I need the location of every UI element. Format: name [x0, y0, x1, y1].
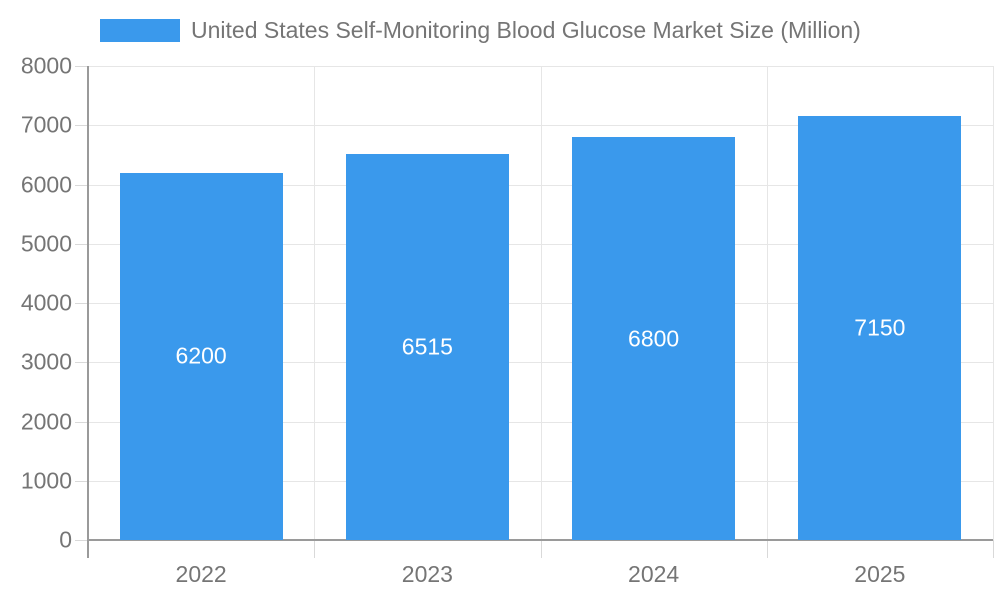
x-axis-tick — [766, 540, 768, 558]
y-axis-tick — [75, 66, 88, 67]
y-axis-tick-label: 8000 — [20, 52, 72, 79]
y-axis-tick — [75, 540, 88, 541]
bar-2022[interactable] — [119, 172, 283, 540]
bar-value-label: 6515 — [401, 333, 453, 360]
y-axis-tick — [75, 480, 88, 482]
bar-2025[interactable] — [798, 116, 962, 540]
y-axis-tick-label: 4000 — [20, 289, 72, 316]
y-axis-tick — [75, 421, 88, 423]
y-axis-tick-label: 3000 — [20, 348, 72, 375]
y-axis-line — [87, 66, 89, 558]
y-axis-tick-label: 7000 — [20, 111, 72, 138]
x-axis-tick — [993, 540, 994, 558]
legend-label: United States Self-Monitoring Blood Gluc… — [191, 17, 861, 43]
x-axis-line — [87, 539, 993, 541]
x-axis-tick-label: 2022 — [175, 561, 227, 587]
bar-2024[interactable] — [572, 137, 736, 540]
x-axis-tick — [540, 540, 542, 558]
v-gridline — [993, 66, 994, 540]
bar-value-label: 7150 — [854, 314, 906, 341]
x-axis-tick-label: 2024 — [628, 561, 680, 587]
y-axis-tick — [75, 362, 88, 364]
y-axis-tick-label: 2000 — [20, 408, 72, 434]
v-gridline — [314, 66, 316, 540]
y-axis-tick-label: 0 — [59, 526, 72, 553]
v-gridline — [540, 66, 542, 540]
bar-value-label: 6200 — [175, 342, 227, 369]
bar-2023[interactable] — [345, 153, 509, 540]
x-axis-tick-label: 2025 — [854, 561, 906, 587]
y-axis-tick — [75, 184, 88, 186]
bar-value-label: 6800 — [628, 325, 680, 352]
y-axis-tick — [75, 125, 88, 127]
y-axis-tick-label: 1000 — [20, 467, 72, 494]
x-axis-tick — [314, 540, 316, 558]
y-axis-tick — [75, 303, 88, 304]
x-axis-tick-label: 2023 — [401, 561, 453, 587]
y-axis-tick-label: 5000 — [20, 230, 72, 257]
legend[interactable]: United States Self-Monitoring Blood Gluc… — [100, 17, 861, 44]
y-axis-tick-label: 6000 — [20, 171, 72, 197]
v-gridline — [766, 66, 768, 540]
legend-swatch — [100, 19, 180, 42]
y-axis-tick — [75, 243, 88, 245]
